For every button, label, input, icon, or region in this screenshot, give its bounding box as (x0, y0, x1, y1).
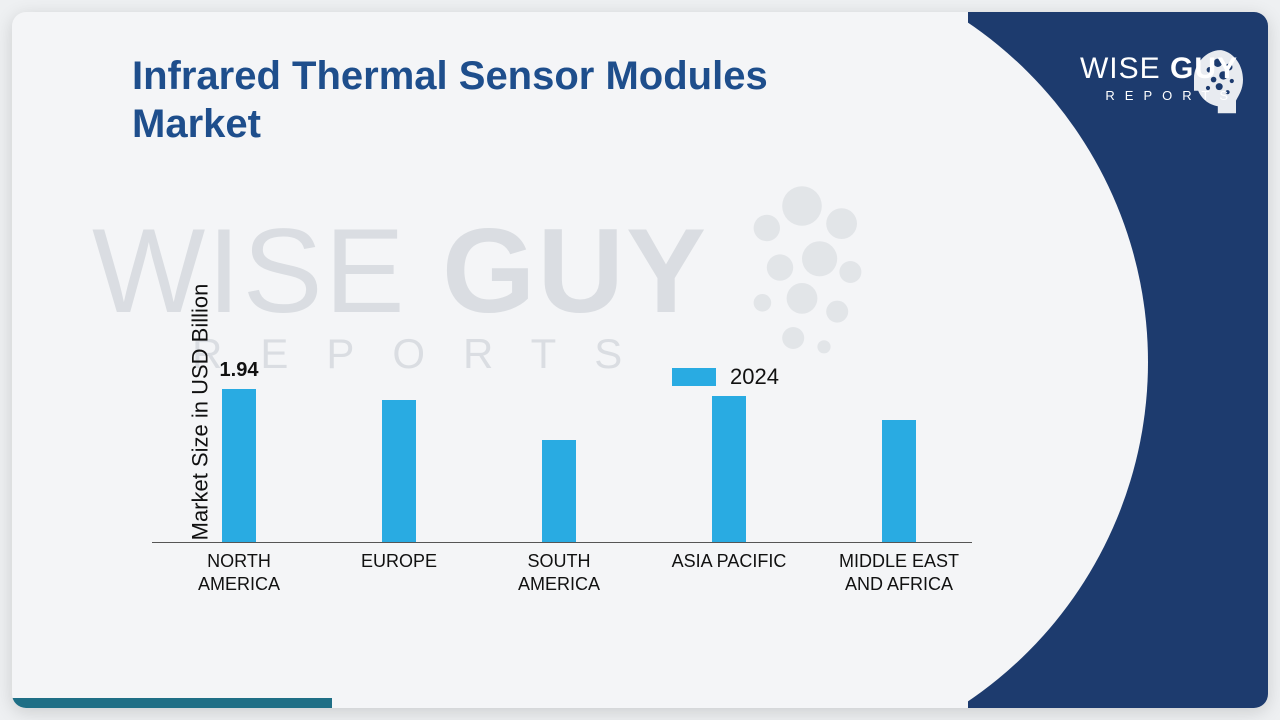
bar-category-label: MIDDLE EAST AND AFRICA (829, 550, 969, 595)
bar-category-label: NORTH AMERICA (169, 550, 309, 595)
bar (712, 396, 746, 542)
plot-area: 2024 1.94NORTH AMERICAEUROPESOUTH AMERIC… (152, 172, 972, 542)
chart-title: Infrared Thermal Sensor Modules Market (132, 52, 772, 148)
legend-swatch (672, 368, 716, 386)
bar-value-label: 1.94 (189, 359, 289, 382)
brand-logo: WISE GUY REPORTS (998, 52, 1238, 103)
report-card: WISE GUY REPORTS Infrared Thermal Sensor… (12, 12, 1268, 708)
x-axis-baseline (152, 542, 972, 543)
bar-category-label: EUROPE (329, 550, 469, 573)
bar (542, 440, 576, 542)
legend: 2024 (672, 364, 779, 390)
bar-category-label: SOUTH AMERICA (489, 550, 629, 595)
bar (222, 389, 256, 542)
bar (882, 420, 916, 542)
brand-line2: REPORTS (998, 88, 1238, 103)
bar-category-label: ASIA PACIFIC (659, 550, 799, 573)
bar-chart: Market Size in USD Billion 2024 1.94NORT… (112, 172, 982, 652)
bar (382, 400, 416, 542)
brand-line1b: GUY (1170, 52, 1238, 85)
legend-label: 2024 (730, 364, 779, 390)
brand-line1a: WISE (1080, 52, 1161, 85)
bottom-accent-bar (12, 698, 332, 708)
